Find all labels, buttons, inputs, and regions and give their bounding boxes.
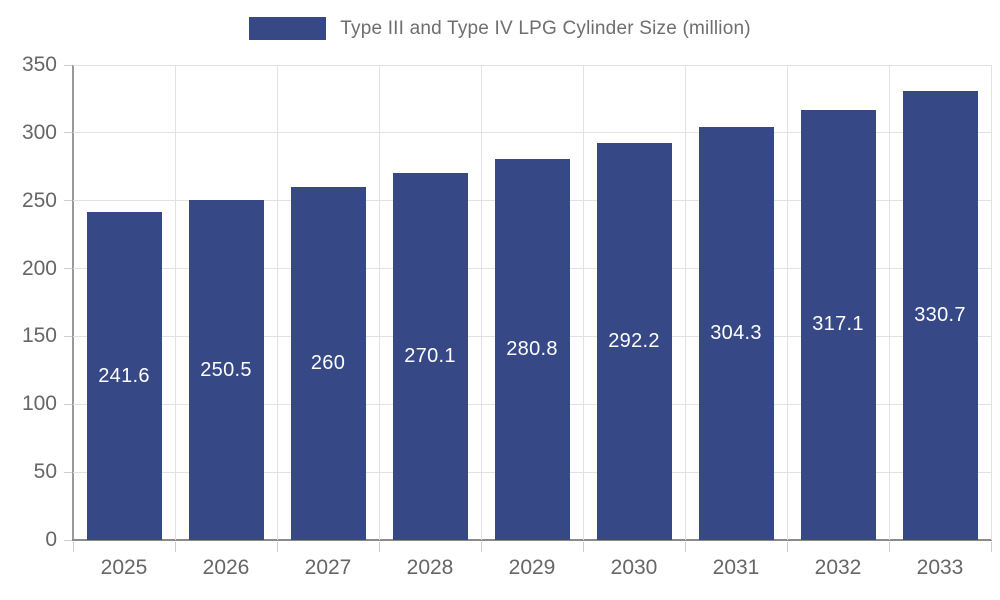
x-tick-label: 2033 bbox=[916, 556, 964, 579]
bar: 250.5 bbox=[188, 200, 264, 540]
y-tick-label: 0 bbox=[45, 528, 57, 551]
y-tick-label: 300 bbox=[21, 120, 57, 144]
y-tick-label: 100 bbox=[21, 392, 57, 416]
x-axis-tick bbox=[378, 542, 380, 552]
v-gridline bbox=[378, 65, 380, 540]
v-gridline bbox=[480, 65, 482, 540]
v-gridline bbox=[276, 65, 278, 540]
x-tick-label: 2030 bbox=[610, 556, 658, 579]
y-axis-tick bbox=[64, 539, 72, 541]
x-axis-tick bbox=[888, 542, 890, 552]
bar-value-label: 292.2 bbox=[608, 330, 660, 353]
x-axis-tick bbox=[990, 542, 992, 552]
bar: 317.1 bbox=[800, 109, 876, 540]
y-axis-tick bbox=[64, 64, 72, 66]
x-axis-tick bbox=[276, 542, 278, 552]
v-gridline bbox=[174, 65, 176, 540]
y-tick-label: 150 bbox=[21, 324, 57, 348]
plot-area: 241.6 250.5 260 270.1 280.8 292.2 304.3 317.1 33… bbox=[64, 64, 992, 552]
bar-value-label: 250.5 bbox=[200, 358, 252, 381]
y-axis-tick bbox=[64, 268, 72, 270]
x-tick-label: 2025 bbox=[100, 556, 148, 579]
legend-series-label: Type III and Type IV LPG Cylinder Size (… bbox=[340, 17, 751, 39]
x-axis-tick bbox=[786, 542, 788, 552]
v-gridline bbox=[990, 65, 992, 540]
x-tick-label: 2028 bbox=[406, 556, 454, 579]
legend-swatch bbox=[249, 17, 327, 40]
bar-value-label: 330.7 bbox=[914, 304, 966, 327]
y-axis-tick bbox=[64, 132, 72, 134]
y-axis-tick bbox=[64, 403, 72, 405]
x-axis-line bbox=[72, 539, 992, 541]
bar-value-label: 241.6 bbox=[98, 364, 150, 387]
bar-value-label: 280.8 bbox=[506, 337, 558, 360]
y-axis-tick bbox=[64, 335, 72, 337]
bar: 260 bbox=[290, 187, 366, 540]
bar-value-label: 317.1 bbox=[812, 313, 864, 336]
y-tick-label: 200 bbox=[21, 256, 57, 280]
y-tick-label: 50 bbox=[33, 460, 57, 484]
x-axis-tick bbox=[684, 542, 686, 552]
x-axis-tick bbox=[480, 542, 482, 552]
y-axis-line bbox=[72, 65, 74, 540]
y-tick-label: 250 bbox=[21, 188, 57, 212]
x-axis-tick bbox=[174, 542, 176, 552]
y-tick-label: 350 bbox=[21, 53, 57, 76]
v-gridline bbox=[786, 65, 788, 540]
x-tick-label: 2027 bbox=[304, 556, 352, 579]
v-gridline bbox=[888, 65, 890, 540]
y-axis-tick bbox=[64, 200, 72, 202]
v-gridline bbox=[582, 65, 584, 540]
h-gridline bbox=[73, 132, 991, 134]
x-tick-label: 2026 bbox=[202, 556, 250, 579]
bar: 330.7 bbox=[902, 91, 978, 540]
x-tick-label: 2029 bbox=[508, 556, 556, 579]
bar-value-label: 260 bbox=[310, 352, 346, 375]
bar: 241.6 bbox=[86, 212, 162, 540]
x-tick-label: 2032 bbox=[814, 556, 862, 579]
x-axis-tick bbox=[72, 542, 74, 552]
bar-value-label: 304.3 bbox=[710, 322, 762, 345]
y-axis-tick bbox=[64, 471, 72, 473]
chart-legend[interactable]: Type III and Type IV LPG Cylinder Size (… bbox=[0, 17, 1000, 40]
bar: 292.2 bbox=[596, 143, 672, 540]
bar: 270.1 bbox=[392, 173, 468, 540]
x-tick-label: 2031 bbox=[712, 556, 760, 579]
h-gridline bbox=[73, 64, 991, 66]
bar-value-label: 270.1 bbox=[404, 345, 456, 368]
bar: 304.3 bbox=[698, 127, 774, 540]
x-axis-tick bbox=[582, 542, 584, 552]
v-gridline bbox=[684, 65, 686, 540]
bar: 280.8 bbox=[494, 158, 570, 540]
